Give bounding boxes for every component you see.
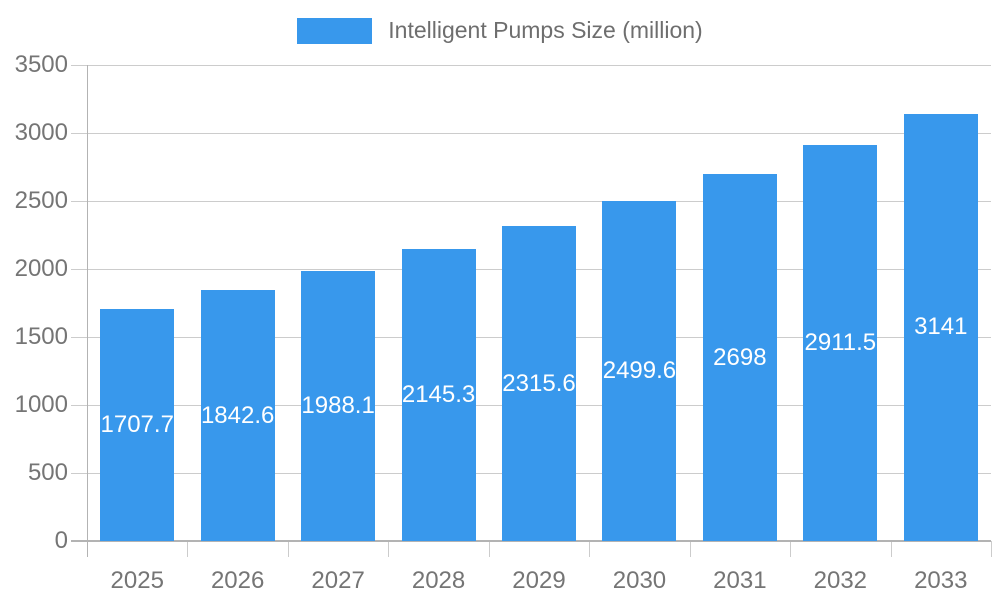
x-axis-tick (388, 541, 390, 557)
x-axis-tick (790, 541, 792, 557)
y-axis-label: 3500 (14, 51, 68, 78)
y-axis-tick (71, 65, 87, 66)
x-axis-tick (689, 541, 691, 557)
y-axis-line (87, 65, 88, 557)
x-axis-tick (488, 541, 490, 557)
bar-value-label: 1842.6 (200, 401, 275, 429)
bar[interactable] (301, 270, 376, 541)
bar[interactable] (100, 308, 175, 541)
bar[interactable] (702, 174, 777, 541)
bar[interactable] (803, 145, 878, 541)
x-axis-tick (187, 541, 189, 557)
gridline (87, 133, 991, 134)
y-axis-label: 1500 (14, 323, 68, 350)
y-axis-label: 3000 (14, 119, 68, 146)
x-axis-label: 2027 (311, 567, 365, 594)
bar[interactable] (602, 201, 677, 541)
bar-value-label: 1988.1 (301, 391, 375, 419)
y-axis-label: 2000 (14, 255, 68, 282)
bar-value-label: 2145.3 (401, 381, 476, 409)
legend-swatch[interactable] (297, 17, 373, 44)
bar-value-label: 1707.7 (100, 410, 174, 438)
y-axis-tick (71, 269, 87, 270)
y-axis-label: 500 (27, 459, 68, 486)
x-axis-label: 2025 (110, 567, 164, 594)
y-axis-label: 1000 (14, 391, 68, 418)
bar-value-label: 2698 (713, 343, 767, 371)
bar-value-label: 2315.6 (502, 369, 576, 397)
y-axis-label: 2500 (14, 187, 68, 214)
x-axis-label: 2033 (914, 567, 968, 594)
y-axis-tick (71, 133, 87, 134)
x-axis-tick (287, 541, 289, 557)
gridline (87, 201, 991, 202)
y-axis-label: 0 (54, 527, 68, 554)
bar[interactable] (502, 226, 576, 541)
x-axis-label: 2026 (210, 567, 265, 594)
bar[interactable] (903, 113, 978, 541)
x-axis-tick (589, 541, 591, 557)
legend-label: Intelligent Pumps Size (million) (388, 17, 703, 43)
bar-value-label: 3141 (914, 313, 968, 341)
y-axis-tick (71, 473, 87, 474)
bar[interactable] (401, 249, 476, 541)
y-axis-tick (71, 337, 87, 338)
x-axis-label: 2031 (713, 567, 767, 594)
bar-value-label: 2499.6 (602, 357, 677, 385)
x-axis-label: 2028 (411, 567, 466, 594)
y-axis-tick (71, 405, 87, 406)
x-axis-label: 2030 (612, 567, 667, 594)
x-axis-tick (991, 541, 992, 557)
x-axis-label: 2029 (512, 567, 566, 594)
y-axis-tick (71, 201, 87, 202)
bar-value-label: 2911.5 (804, 329, 877, 357)
bar[interactable] (200, 290, 275, 541)
x-axis-label: 2032 (813, 567, 868, 594)
legend: Intelligent Pumps Size (million) (0, 17, 1000, 44)
x-axis-baseline (71, 540, 991, 542)
gridline (87, 65, 991, 66)
x-axis-tick (890, 541, 892, 557)
